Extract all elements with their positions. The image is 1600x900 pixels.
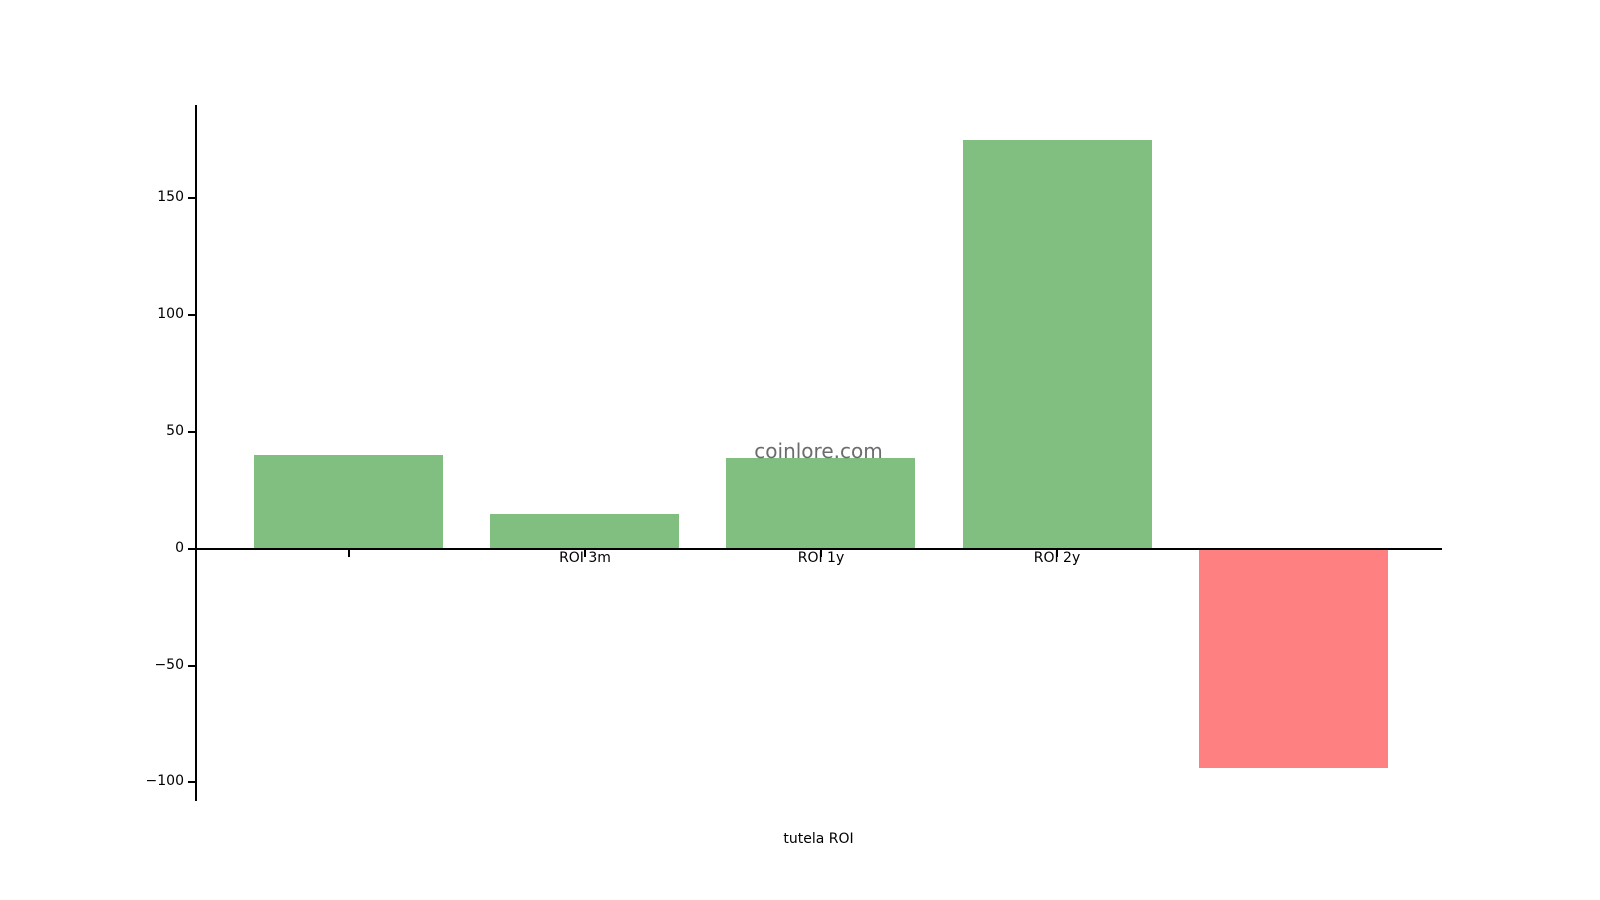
x-tick-mark xyxy=(1056,550,1058,557)
bar-roi-3m xyxy=(490,513,680,549)
y-tick-label: −100 xyxy=(145,773,184,789)
y-tick-label: 150 xyxy=(157,189,184,205)
x-tick-mark xyxy=(348,550,350,557)
watermark-text: coinlore.com xyxy=(754,439,883,463)
y-tick-label: 50 xyxy=(166,423,184,439)
y-axis-spine xyxy=(195,105,197,801)
bar-col-1 xyxy=(254,455,443,549)
y-tick-mark xyxy=(188,548,195,550)
y-tick-mark xyxy=(188,781,195,783)
y-tick-mark xyxy=(188,665,195,667)
bar-col-5 xyxy=(1198,548,1388,769)
x-axis-title: tutela ROI xyxy=(783,831,854,847)
x-tick-label: ROI 2y xyxy=(1033,550,1081,566)
x-tick-mark xyxy=(584,550,586,557)
y-tick-label: −50 xyxy=(154,657,184,673)
y-tick-mark xyxy=(188,314,195,316)
x-tick-mark xyxy=(820,550,822,557)
y-tick-mark xyxy=(188,197,195,199)
y-tick-mark xyxy=(188,431,195,433)
x-axis-line xyxy=(195,548,1442,550)
bar-roi-2y xyxy=(962,140,1152,549)
y-tick-label: 0 xyxy=(175,540,184,556)
x-tick-label: ROI 3m xyxy=(559,550,611,566)
y-tick-label: 100 xyxy=(157,306,184,322)
bar-roi-1y xyxy=(726,457,916,549)
x-tick-label: ROI 1y xyxy=(797,550,845,566)
